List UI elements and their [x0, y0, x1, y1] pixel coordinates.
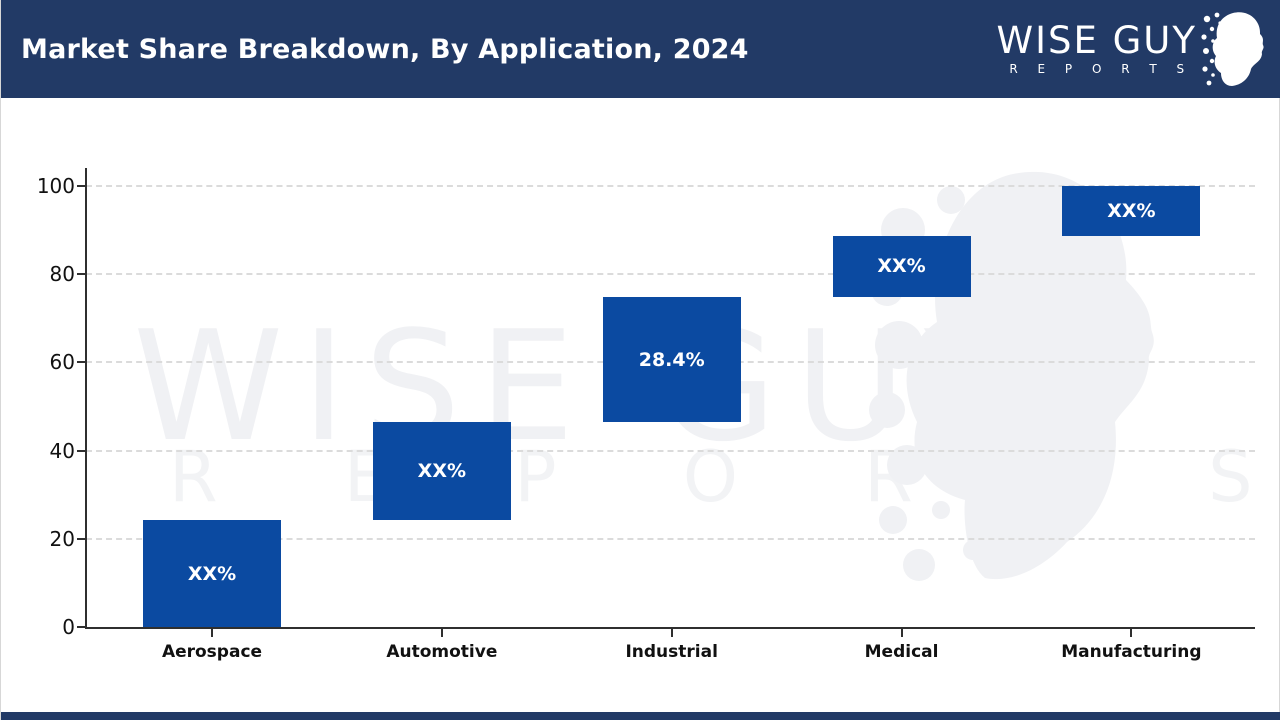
x-category-label: Manufacturing: [1061, 642, 1202, 662]
bar-value-label: XX%: [187, 562, 237, 585]
y-tick: [77, 273, 85, 276]
bar-value-label: XX%: [417, 460, 467, 483]
x-tick: [900, 629, 903, 637]
brand-logo: WISE GUY R E P O R T S: [997, 10, 1267, 88]
bar-industrial: 28.4%: [602, 297, 741, 423]
bar-value-label: XX%: [877, 255, 926, 278]
brand-tagline: R E P O R T S: [1009, 62, 1193, 76]
gridline: [86, 449, 1255, 452]
y-tick-label: 40: [49, 438, 75, 463]
watermark-text-line1: WISE GUY: [133, 298, 1035, 475]
x-tick: [670, 629, 673, 637]
x-axis-line: [85, 627, 1255, 629]
header: Market Share Breakdown, By Application, …: [1, 0, 1280, 98]
x-category-label: Automotive: [386, 642, 498, 662]
y-tick-label: 20: [49, 526, 75, 551]
bar-value-label: XX%: [1107, 199, 1156, 222]
y-tick: [77, 626, 85, 628]
brand-name: WISE GUY: [996, 19, 1197, 62]
y-tick-label: 0: [62, 615, 75, 639]
x-tick: [1130, 629, 1133, 637]
page-title: Market Share Breakdown, By Application, …: [21, 33, 749, 65]
bar-value-label: 28.4%: [638, 348, 705, 371]
y-tick: [77, 185, 85, 187]
footer-bar: [1, 712, 1280, 720]
dotted-head-icon: [1199, 7, 1267, 91]
y-tick: [77, 537, 85, 540]
bar-automotive: XX%: [372, 422, 511, 521]
y-axis-line: [85, 168, 87, 629]
bar-manufacturing: XX%: [1062, 186, 1201, 236]
gridline: [86, 185, 1255, 187]
brand-logo-text: WISE GUY R E P O R T S: [997, 22, 1197, 76]
y-tick-label: 100: [36, 174, 75, 198]
y-tick-label: 60: [49, 350, 75, 375]
y-tick: [77, 449, 85, 452]
x-category-label: Aerospace: [161, 642, 263, 662]
x-category-label: Medical: [864, 642, 939, 662]
bar-aerospace: XX%: [143, 520, 281, 627]
y-tick: [77, 361, 85, 364]
x-category-label: Industrial: [625, 642, 718, 662]
gridline: [86, 537, 1255, 540]
chart-area: WISE GUY R E P O R T S X: [1, 98, 1280, 712]
x-tick: [440, 629, 443, 637]
y-tick-label: 80: [49, 262, 75, 287]
gridline: [86, 273, 1255, 276]
x-tick: [211, 629, 213, 637]
bar-medical: XX%: [832, 235, 971, 298]
